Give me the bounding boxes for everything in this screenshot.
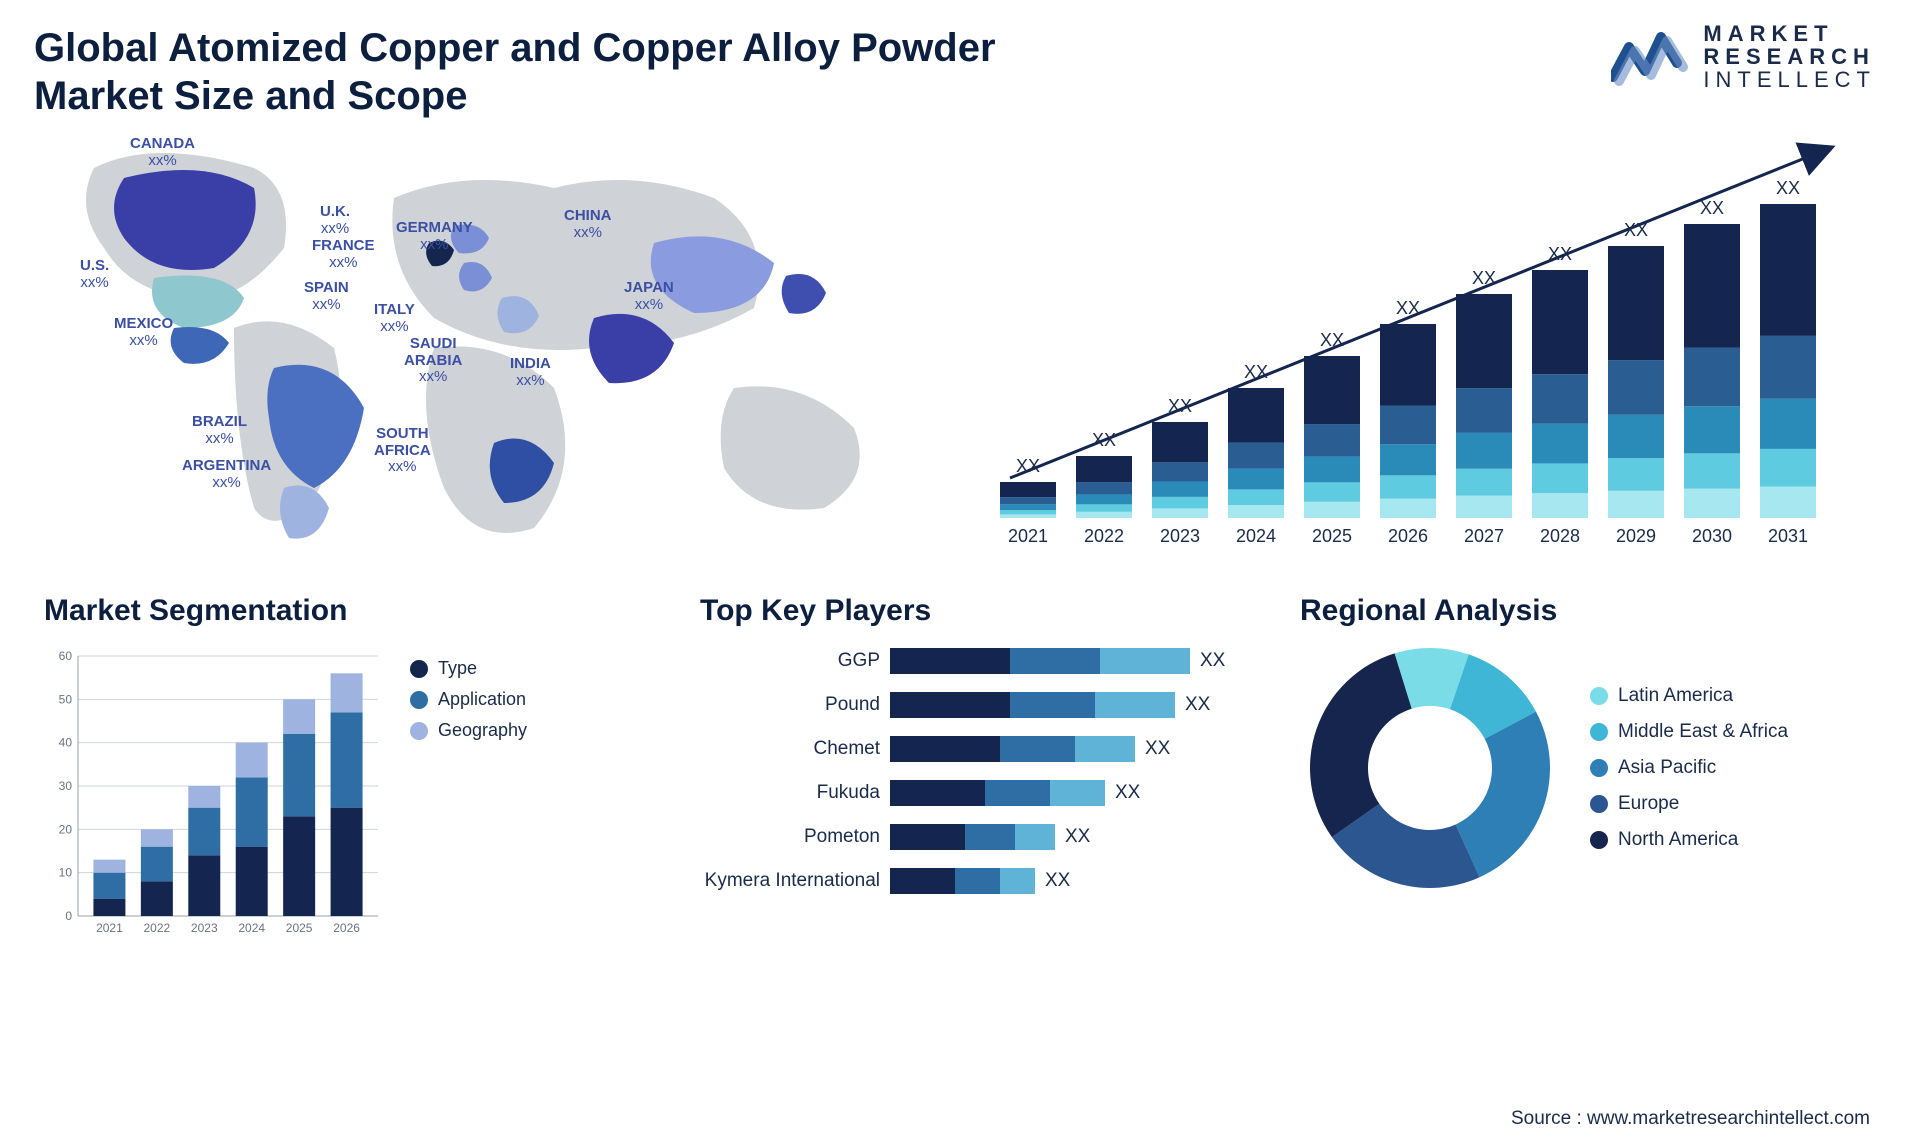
map-label: U.S.xx%: [80, 258, 109, 291]
legend-item: Middle East & Africa: [1590, 721, 1788, 743]
map-label: SAUDIARABIAxx%: [404, 336, 462, 386]
map-label: U.K.xx%: [320, 204, 350, 237]
map-label: INDIAxx%: [510, 356, 551, 389]
legend-item: Type: [410, 658, 580, 679]
svg-text:20: 20: [59, 822, 73, 836]
svg-text:XX: XX: [1092, 430, 1116, 450]
svg-text:2021: 2021: [96, 921, 123, 935]
svg-text:2026: 2026: [1388, 526, 1428, 546]
map-label: ITALYxx%: [374, 302, 415, 335]
logo-text-1: MARKET: [1703, 21, 1833, 46]
source-text: Source : www.marketresearchintellect.com: [1511, 1108, 1870, 1130]
svg-text:2026: 2026: [333, 921, 360, 935]
map-label: ARGENTINAxx%: [182, 458, 271, 491]
svg-text:XX: XX: [1320, 330, 1344, 350]
svg-text:2024: 2024: [1236, 526, 1276, 546]
player-row: Kymera International XX: [700, 862, 1260, 900]
svg-text:2027: 2027: [1464, 526, 1504, 546]
regional-title: Regional Analysis: [1300, 594, 1880, 628]
player-value: XX: [1200, 650, 1225, 672]
player-value: XX: [1185, 694, 1210, 716]
player-label: Chemet: [700, 738, 890, 760]
svg-text:2028: 2028: [1540, 526, 1580, 546]
svg-text:0: 0: [65, 909, 72, 923]
player-label: Pometon: [700, 826, 890, 848]
legend-item: Latin America: [1590, 685, 1788, 707]
map-label: CHINAxx%: [564, 208, 612, 241]
logo-text-2: RESEARCH: [1703, 44, 1874, 69]
svg-text:XX: XX: [1776, 178, 1800, 198]
svg-text:60: 60: [59, 649, 73, 663]
map-label: JAPANxx%: [624, 280, 674, 313]
regional-donut: [1300, 638, 1560, 898]
player-row: Pometon XX: [700, 818, 1260, 856]
players-title: Top Key Players: [700, 594, 1260, 628]
svg-text:XX: XX: [1624, 220, 1648, 240]
segmentation-chart: 0 10 20 30 40 50 60 2021 2022 2023 2024 2025 2026: [44, 646, 384, 946]
segmentation-legend: Type Application Geography: [410, 648, 580, 751]
brand-logo: MARKET RESEARCH INTELLECT: [1611, 22, 1876, 91]
key-players-chart: GGPXXPoundXXChemetXXFukudaXXPometonXXKym…: [700, 642, 1260, 900]
svg-text:40: 40: [59, 736, 73, 750]
svg-text:2021: 2021: [1008, 526, 1048, 546]
svg-text:2024: 2024: [238, 921, 265, 935]
svg-text:2030: 2030: [1692, 526, 1732, 546]
segmentation-title: Market Segmentation: [44, 594, 604, 628]
svg-text:XX: XX: [1396, 298, 1420, 318]
map-label: MEXICOxx%: [114, 316, 173, 349]
legend-item: Asia Pacific: [1590, 757, 1788, 779]
logo-mark-icon: [1611, 27, 1689, 87]
svg-text:2031: 2031: [1768, 526, 1808, 546]
map-label: SOUTHAFRICAxx%: [374, 426, 431, 476]
svg-text:2025: 2025: [286, 921, 313, 935]
world-map: CANADAxx% U.S.xx%MEXICOxx% BRAZILxx% ARGENT…: [34, 128, 934, 558]
player-value: XX: [1045, 870, 1070, 892]
map-label: GERMANYxx%: [396, 220, 473, 253]
regional-legend: Latin America Middle East & Africa Asia Pa…: [1590, 671, 1788, 865]
svg-text:2029: 2029: [1616, 526, 1656, 546]
svg-text:2023: 2023: [1160, 526, 1200, 546]
svg-text:XX: XX: [1700, 198, 1724, 218]
logo-text-3: INTELLECT: [1703, 67, 1876, 92]
svg-text:2023: 2023: [191, 921, 218, 935]
svg-text:XX: XX: [1168, 396, 1192, 416]
market-size-chart: XX 2021 XX 2022 XX 2023 XX 2024 XX 2025 XX 2026 XX 20…: [990, 128, 1860, 558]
svg-text:XX: XX: [1016, 456, 1040, 476]
player-row: Fukuda XX: [700, 774, 1260, 812]
legend-item: Europe: [1590, 793, 1788, 815]
svg-text:30: 30: [59, 779, 73, 793]
player-value: XX: [1145, 738, 1170, 760]
legend-item: Application: [410, 689, 580, 710]
player-row: Pound XX: [700, 686, 1260, 724]
player-row: Chemet XX: [700, 730, 1260, 768]
map-label: FRANCExx%: [312, 238, 375, 271]
player-label: Fukuda: [700, 782, 890, 804]
legend-item: Geography: [410, 720, 580, 741]
page-title: Global Atomized Copper and Copper Alloy …: [34, 24, 1054, 120]
svg-text:XX: XX: [1472, 268, 1496, 288]
player-row: GGP XX: [700, 642, 1260, 680]
player-label: GGP: [700, 650, 890, 672]
svg-text:10: 10: [59, 866, 73, 880]
player-value: XX: [1065, 826, 1090, 848]
svg-text:2022: 2022: [1084, 526, 1124, 546]
player-label: Kymera International: [700, 870, 890, 892]
player-value: XX: [1115, 782, 1140, 804]
svg-text:XX: XX: [1244, 362, 1268, 382]
map-label: CANADAxx%: [130, 136, 195, 169]
svg-text:XX: XX: [1548, 244, 1572, 264]
map-label: BRAZILxx%: [192, 414, 247, 447]
map-label: SPAINxx%: [304, 280, 349, 313]
svg-text:50: 50: [59, 692, 73, 706]
player-label: Pound: [700, 694, 890, 716]
svg-text:2025: 2025: [1312, 526, 1352, 546]
legend-item: North America: [1590, 829, 1788, 851]
svg-text:2022: 2022: [144, 921, 171, 935]
